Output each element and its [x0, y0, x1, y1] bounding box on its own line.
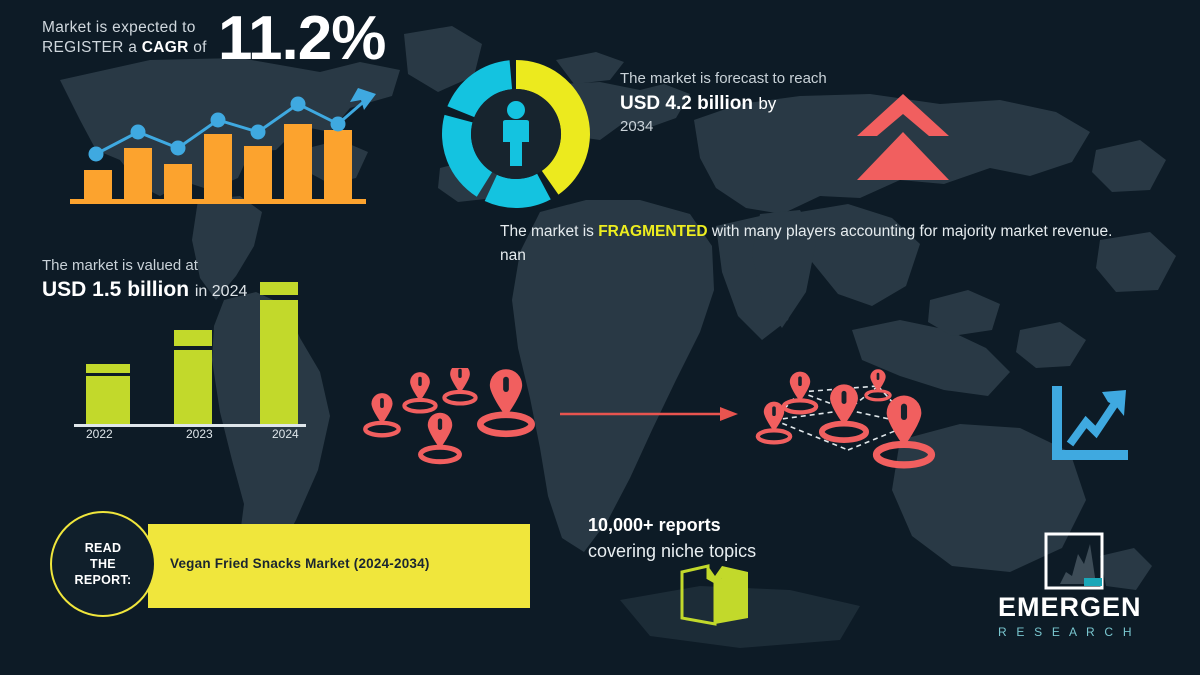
forecast-value-row: USD 4.2 billion by — [620, 91, 870, 117]
report-title: Vegan Fried Snacks Market (2024-2034) — [170, 556, 430, 571]
bar-2024 — [260, 300, 298, 424]
map-pin — [442, 368, 478, 406]
growth-trend-chart — [70, 88, 376, 204]
cagr-value: 11.2% — [218, 4, 386, 73]
read-the-report-badge[interactable]: READ THE REPORT: — [50, 511, 156, 617]
brand-tagline: R E S E A R C H — [998, 625, 1135, 639]
square-chart-logo-icon — [1044, 532, 1104, 590]
growth-arrow-head — [350, 88, 376, 110]
forecast-intro: The market is forecast to reach — [620, 70, 827, 87]
cagr-line2-post: of — [188, 39, 207, 56]
donut-segment-other-a — [447, 60, 513, 118]
map-pin — [864, 369, 892, 402]
reports-count-value: 10,000+ reports — [588, 515, 721, 535]
brand-name: EMERGEN R E S E A R C H — [998, 592, 1188, 639]
valuation-text-block: The market is valued at USD 1.5 billion … — [42, 256, 342, 306]
valuation-intro: The market is valued at — [42, 257, 198, 274]
map-pin — [418, 412, 462, 465]
bar-label-2022: 2022 — [86, 427, 113, 441]
cagr-label-strong: CAGR — [141, 39, 189, 56]
map-pin — [402, 372, 438, 414]
map-pin — [755, 401, 793, 445]
cagr-line2-pre: REGISTER a — [42, 39, 142, 56]
connected-map-pins-network-icon — [755, 369, 936, 469]
bar-label-2024: 2024 — [272, 427, 299, 441]
valuation-value: USD 1.5 billion — [42, 278, 190, 301]
growth-bars — [84, 124, 352, 200]
map-pin — [781, 371, 819, 415]
blue-growth-chart-icon — [1052, 386, 1128, 460]
growth-baseline — [70, 199, 366, 204]
bar-2023 — [174, 350, 212, 424]
read-the-report-label: READ THE REPORT: — [75, 540, 132, 588]
forecast-text-block: The market is forecast to reach USD 4.2 … — [620, 68, 870, 137]
brand-name-text: EMERGEN — [998, 592, 1142, 622]
map-pin — [363, 393, 401, 438]
bar-2024-cap — [260, 282, 298, 295]
read-badge-line-2: THE — [90, 557, 116, 571]
bars-baseline — [74, 424, 306, 427]
read-badge-line-1: READ — [84, 541, 122, 555]
bar-label-2023: 2023 — [186, 427, 213, 441]
read-report-bar[interactable]: Vegan Fried Snacks Market (2024-2034) — [148, 524, 530, 608]
donut-segment-other-c — [484, 173, 551, 209]
growth-trend-dots — [88, 96, 346, 162]
cagr-text-block: Market is expected to REGISTER a CAGR of — [42, 18, 402, 58]
cagr-line-1: Market is expected to — [42, 19, 196, 36]
fragmentation-text-block: The market is FRAGMENTED with many playe… — [500, 220, 1140, 268]
valuation-value-row: USD 1.5 billion in 2024 — [42, 276, 342, 306]
map-pin — [872, 395, 936, 469]
map-pin — [818, 384, 870, 443]
bar-2022-cap — [86, 364, 130, 373]
forecast-value: USD 4.2 billion — [620, 93, 754, 114]
market-value-bar-chart — [74, 282, 306, 427]
reports-description: covering niche topics — [588, 541, 757, 561]
reports-text-block: 10,000+ reports covering niche topics — [588, 512, 848, 564]
reports-count: 10,000+ reports — [588, 512, 848, 538]
bar-2023-cap — [174, 330, 212, 346]
red-double-chevron-up-icon — [857, 94, 949, 180]
valuation-suffix: in 2024 — [194, 283, 248, 300]
donut-segment-other-b — [442, 114, 493, 197]
open-book-icon — [680, 564, 748, 626]
map-pin — [477, 369, 535, 438]
donut-segment-leading — [516, 60, 590, 195]
cagr-line-2: REGISTER a CAGR of — [42, 38, 402, 58]
frag-post: with many players accounting for majorit… — [500, 223, 1113, 264]
frag-highlight: FRAGMENTED — [598, 223, 708, 240]
forecast-by-word: by — [758, 94, 777, 113]
person-icon — [503, 101, 529, 166]
market-share-donut-icon — [442, 60, 590, 209]
read-badge-line-3: REPORT: — [74, 573, 132, 587]
red-right-arrow-icon — [560, 407, 738, 421]
bar-2022 — [86, 376, 130, 424]
scattered-map-pins-icon — [363, 368, 535, 465]
fragmentation-line: The market is FRAGMENTED with many playe… — [500, 220, 1140, 268]
forecast-year: 2034 — [620, 118, 654, 135]
frag-pre: The market is — [500, 223, 599, 240]
